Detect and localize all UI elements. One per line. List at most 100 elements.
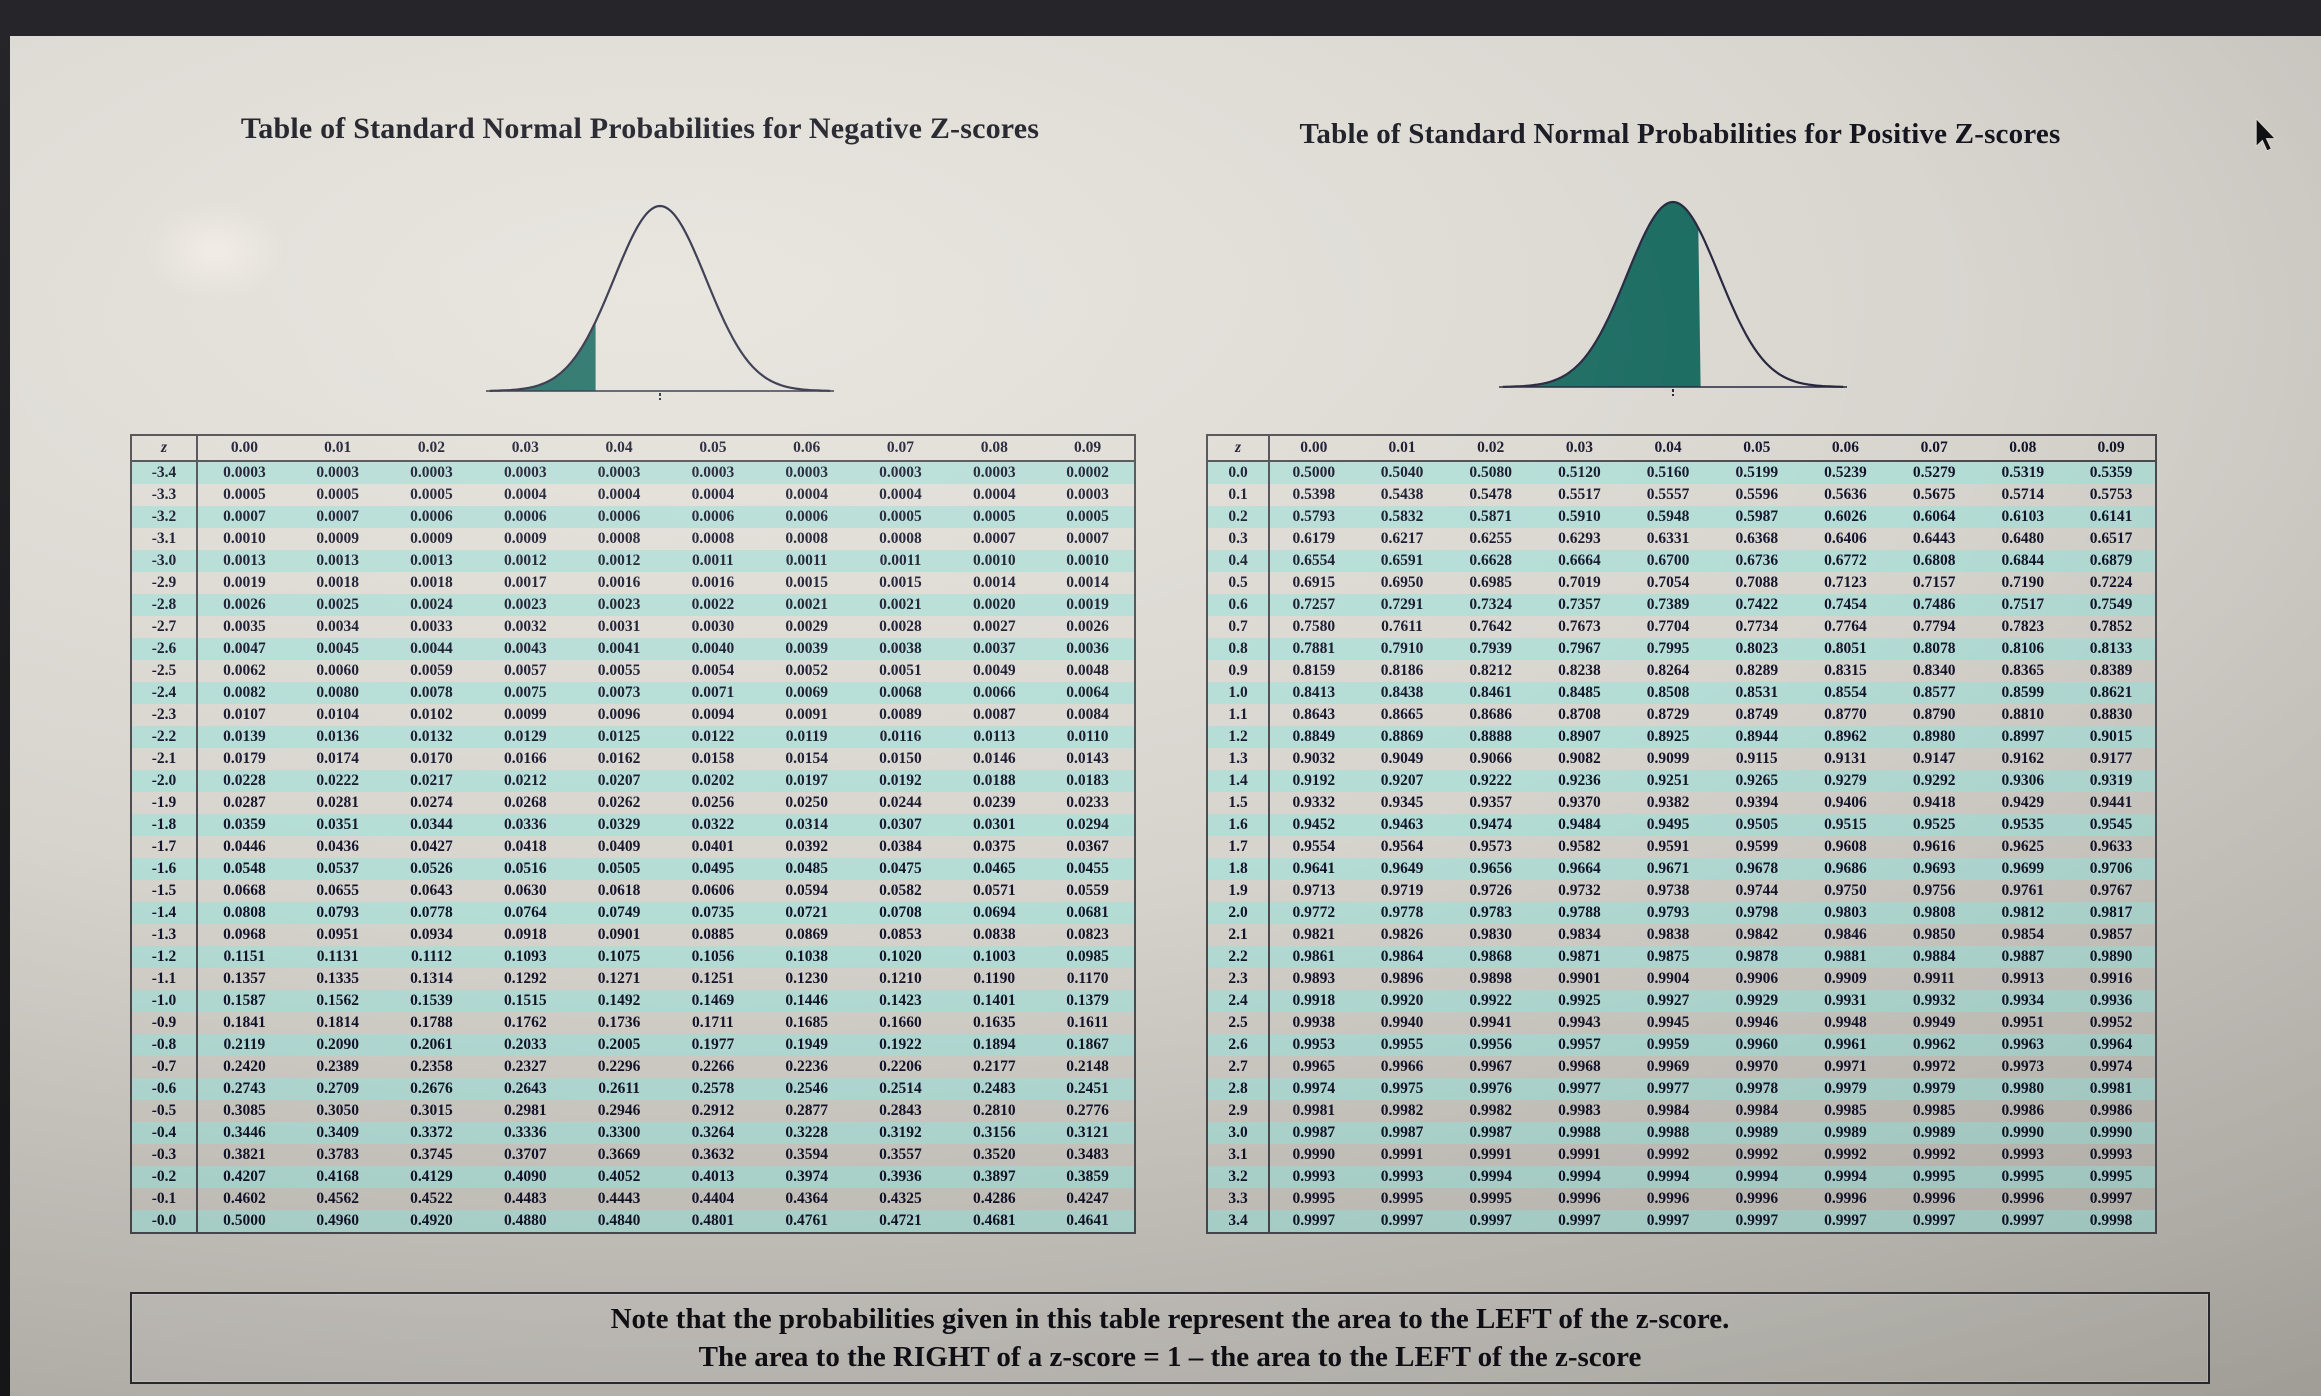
negative-table-title: Table of Standard Normal Probabilities f…: [240, 112, 1040, 145]
probability-cell: 0.2578: [691, 1080, 735, 1097]
table-row: 1.4 0.9192 0.9207 0.9222 0.9236 0.9251 0.9265 0…: [1207, 770, 2156, 792]
probability-cell: 0.8997: [2001, 728, 2045, 745]
probability-cell: 0.0122: [691, 728, 735, 745]
probability-cell: 0.0505: [597, 860, 641, 877]
table-row: -2.4 0.0082 0.0080 0.0078 0.0075 0.0073 0.0071…: [131, 682, 1135, 704]
z-value-cell: 3.0: [1207, 1122, 1270, 1144]
probability-cell: 0.0212: [503, 772, 547, 789]
probability-cell: 0.1423: [879, 992, 922, 1009]
probability-cell: 0.0233: [1066, 794, 1109, 811]
probability-cell: 0.5714: [2001, 486, 2045, 503]
probability-cell: 0.9993: [1380, 1168, 1424, 1185]
probability-cell: 0.9761: [2001, 882, 2045, 899]
probability-cell: 0.0116: [879, 728, 922, 745]
probability-cell: 0.2676: [410, 1080, 453, 1097]
probability-cell: 0.0918: [503, 926, 547, 943]
table-row: -2.9 0.0019 0.0018 0.0018 0.0017 0.0016 0.0016…: [131, 572, 1135, 594]
table-row: -3.2 0.0007 0.0007 0.0006 0.0006 0.0006 0.0006…: [131, 506, 1135, 528]
probability-cell: 0.8665: [1380, 706, 1424, 723]
z-column-header: z: [1207, 435, 1270, 462]
probability-cell: 0.0015: [785, 574, 828, 591]
probability-cell: 0.9147: [1912, 750, 1956, 767]
probability-cell: 0.7422: [1735, 596, 1779, 613]
probability-cell: 0.9971: [1824, 1058, 1867, 1075]
table-row: -0.5 0.3085 0.3050 0.3015 0.2981 0.2946 0.2912…: [131, 1100, 1135, 1122]
probability-cell: 0.0004: [691, 486, 735, 503]
probability-cell: 0.9901: [1558, 970, 1601, 987]
probability-cell: 0.0367: [1066, 838, 1109, 855]
probability-cell: 0.4920: [410, 1212, 453, 1229]
probability-cell: 0.0004: [972, 486, 1016, 503]
probability-cell: 0.6331: [1646, 530, 1690, 547]
z-value-cell: -2.9: [131, 572, 198, 594]
probability-cell: 0.7291: [1380, 596, 1424, 613]
probability-cell: 0.9997: [1735, 1212, 1779, 1229]
probability-cell: 0.0016: [597, 574, 641, 591]
probability-cell: 0.9842: [1735, 926, 1779, 943]
table-row: 3.1 0.9990 0.9991 0.9991 0.9991 0.9992 0.9992 0…: [1207, 1144, 2156, 1166]
probability-cell: 0.7764: [1824, 618, 1867, 635]
probability-cell: 0.9495: [1646, 816, 1690, 833]
probability-cell: 0.9306: [2001, 772, 2045, 789]
probability-cell: 0.9911: [1913, 970, 1956, 987]
probability-cell: 0.9987: [1469, 1124, 1513, 1141]
probability-cell: 0.0869: [785, 926, 828, 943]
probability-cell: 0.0008: [691, 530, 735, 547]
probability-cell: 0.3483: [1066, 1146, 1109, 1163]
probability-cell: 0.7734: [1735, 618, 1779, 635]
z-value-cell: 1.1: [1207, 704, 1270, 726]
probability-cell: 0.9990: [1292, 1146, 1336, 1163]
probability-cell: 0.5080: [1469, 464, 1513, 481]
probability-cell: 0.9394: [1735, 794, 1779, 811]
probability-cell: 0.6293: [1558, 530, 1601, 547]
probability-cell: 0.1093: [503, 948, 547, 965]
probability-cell: 0.0735: [691, 904, 735, 921]
probability-cell: 0.0392: [785, 838, 828, 855]
probability-cell: 0.9633: [2089, 838, 2133, 855]
probability-cell: 0.6950: [1380, 574, 1424, 591]
probability-cell: 0.0301: [972, 816, 1016, 833]
probability-cell: 0.3783: [316, 1146, 359, 1163]
probability-cell: 0.5040: [1380, 464, 1424, 481]
probability-cell: 0.9982: [1380, 1102, 1424, 1119]
probability-cell: 0.7704: [1646, 618, 1690, 635]
probability-cell: 0.1894: [972, 1036, 1016, 1053]
probability-cell: 0.9441: [2089, 794, 2133, 811]
probability-cell: 0.0721: [785, 904, 828, 921]
probability-cell: 0.9931: [1824, 992, 1867, 1009]
table-row: 3.4 0.9997 0.9997 0.9997 0.9997 0.9997 0.9997 0…: [1207, 1210, 2156, 1233]
z-value-cell: -0.9: [131, 1012, 198, 1034]
table-row: 2.8 0.9974 0.9975 0.9976 0.9977 0.9977 0.9978 0…: [1207, 1078, 2156, 1100]
probability-cell: 0.9927: [1646, 992, 1690, 1009]
probability-cell: 0.9948: [1824, 1014, 1867, 1031]
probability-cell: 0.9515: [1824, 816, 1867, 833]
probability-cell: 0.1711: [691, 1014, 734, 1031]
probability-cell: 0.9980: [2001, 1080, 2045, 1097]
probability-cell: 0.2451: [1066, 1080, 1109, 1097]
probability-cell: 0.0033: [410, 618, 453, 635]
probability-cell: 0.6700: [1646, 552, 1690, 569]
probability-cell: 0.4090: [503, 1168, 547, 1185]
probability-cell: 0.9656: [1469, 860, 1513, 877]
z-value-cell: -0.1: [131, 1188, 198, 1210]
table-row: -0.8 0.2119 0.2090 0.2061 0.2033 0.2005 0.1977…: [131, 1034, 1135, 1056]
z-value-cell: 3.4: [1207, 1210, 1270, 1233]
probability-cell: 0.2981: [503, 1102, 547, 1119]
probability-cell: 0.4761: [785, 1212, 828, 1229]
probability-cell: 0.9957: [1558, 1036, 1601, 1053]
probability-cell: 0.9573: [1469, 838, 1513, 855]
probability-cell: 0.9878: [1735, 948, 1779, 965]
z-value-cell: -1.4: [131, 902, 198, 924]
probability-cell: 0.6808: [1912, 552, 1956, 569]
probability-column-header: 0.02: [384, 435, 479, 462]
probability-cell: 0.3409: [316, 1124, 359, 1141]
probability-cell: 0.0007: [1066, 530, 1109, 547]
probability-cell: 0.1151: [223, 948, 266, 965]
probability-cell: 0.9875: [1646, 948, 1690, 965]
probability-cell: 0.8531: [1735, 684, 1779, 701]
probability-cell: 0.0019: [223, 574, 266, 591]
probability-cell: 0.0244: [879, 794, 922, 811]
probability-cell: 0.9989: [1735, 1124, 1779, 1141]
probability-cell: 0.9977: [1558, 1080, 1601, 1097]
probability-cell: 0.0006: [597, 508, 641, 525]
